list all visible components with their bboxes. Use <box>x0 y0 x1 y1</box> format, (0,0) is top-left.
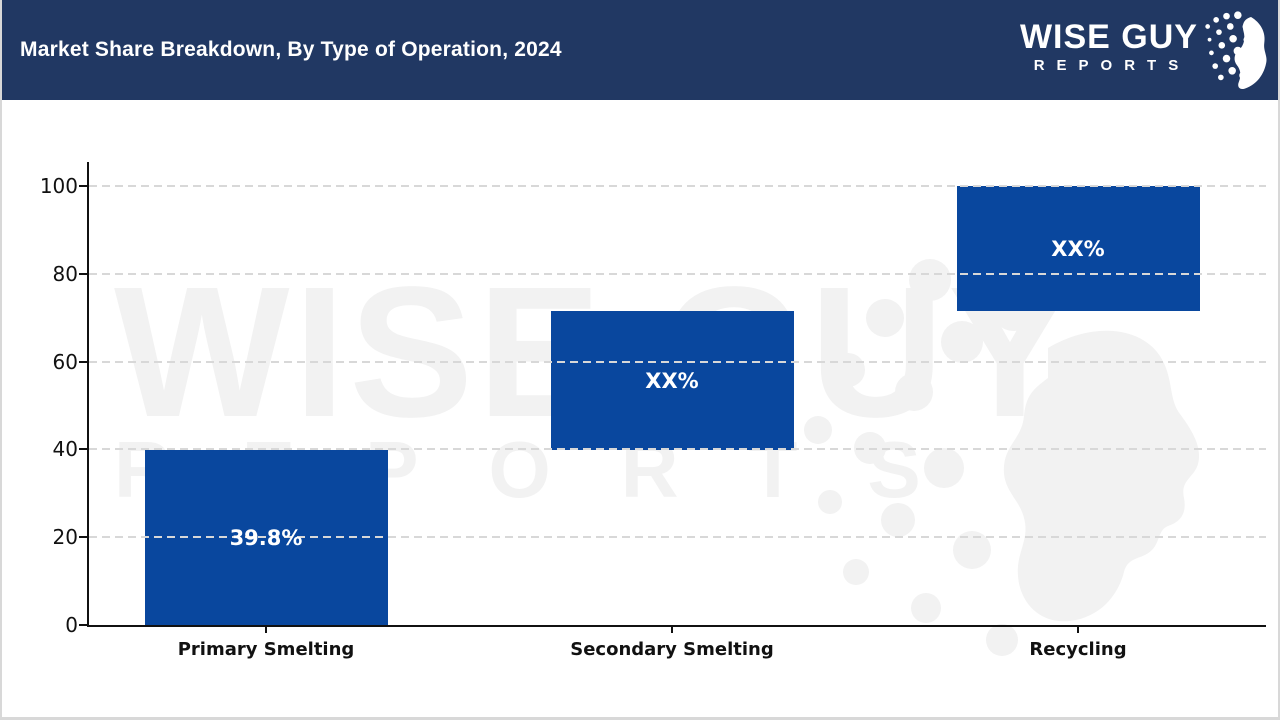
bar-value-label: 39.8% <box>229 525 303 550</box>
gridline-y20 <box>89 536 1266 539</box>
gridline-y80 <box>89 272 1266 275</box>
gridline-y40 <box>89 448 1266 451</box>
y-axis-tick <box>79 536 87 539</box>
y-axis-tick <box>79 272 87 275</box>
y-tick-label: 20 <box>52 525 78 550</box>
y-tick-label: 80 <box>52 261 78 286</box>
y-tick-label: 60 <box>52 349 78 374</box>
bar-segment-3 <box>956 186 1200 312</box>
y-axis-tick <box>79 448 87 451</box>
gridline-y100 <box>89 185 1266 187</box>
x-category-label: Secondary Smelting <box>570 639 774 660</box>
y-tick-label: 100 <box>39 174 78 198</box>
y-tick-label: 40 <box>52 437 78 462</box>
y-axis-tick <box>79 624 87 626</box>
y-axis-tick <box>79 185 87 187</box>
bar-value-label: XX% <box>645 368 699 393</box>
x-axis-tick <box>265 626 267 633</box>
page-title: Market Share Breakdown, By Type of Opera… <box>20 38 562 61</box>
x-category-label: Primary Smelting <box>177 639 355 660</box>
bar-segment-2 <box>550 311 794 451</box>
brand-wordmark: WISE GUY REPORTS <box>1020 20 1198 74</box>
header-bar: Market Share Breakdown, By Type of Opera… <box>2 0 1278 100</box>
brand-logo: WISE GUY REPORTS <box>1020 6 1270 94</box>
brand-name-text: WISE GUY <box>1019 18 1198 56</box>
x-axis-tick <box>1077 626 1079 633</box>
y-axis-tick <box>79 360 87 363</box>
y-tick-label: 0 <box>65 613 78 637</box>
gridline-y60 <box>89 360 1266 363</box>
brand-face-icon <box>1205 11 1267 90</box>
x-category-label: Recycling <box>1029 639 1127 660</box>
x-axis-tick <box>671 626 673 633</box>
y-axis-line <box>87 162 89 627</box>
brand-reports-text: REPORTS <box>1033 57 1191 74</box>
watermark-face-icon <box>804 230 1200 656</box>
bar-value-label: XX% <box>1051 236 1105 261</box>
x-axis-line <box>87 625 1266 627</box>
